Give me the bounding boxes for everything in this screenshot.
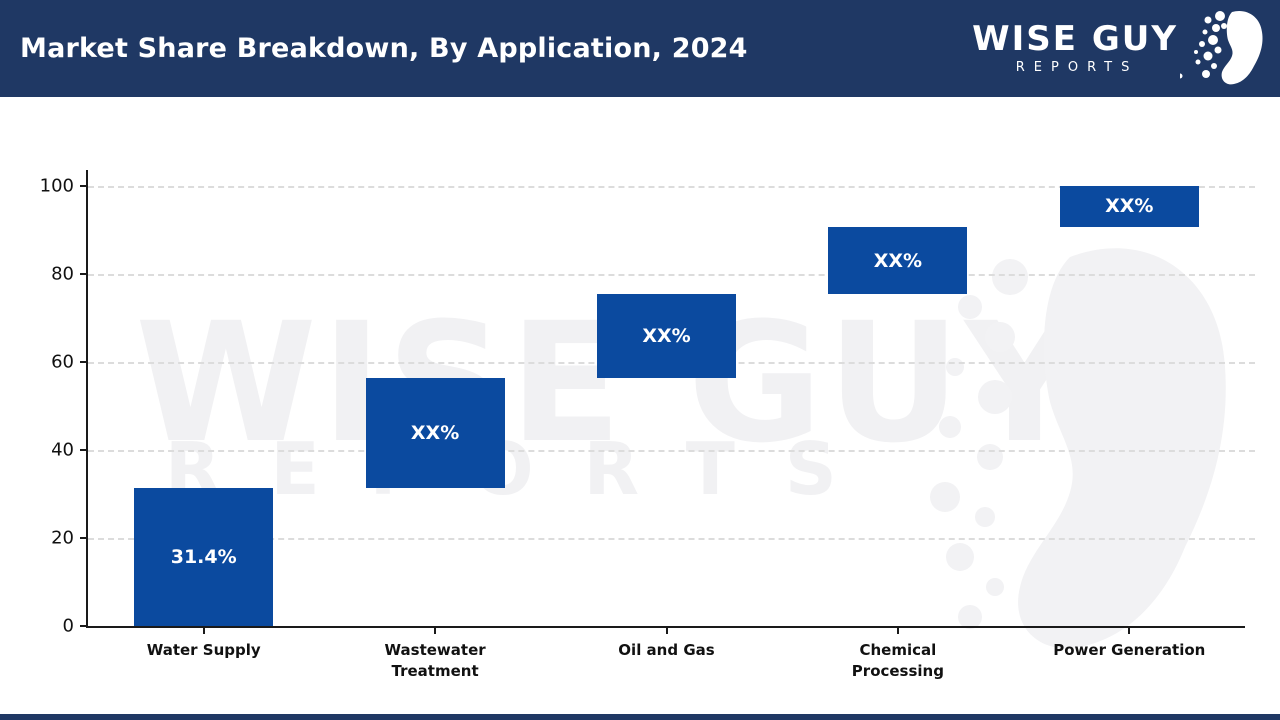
gridline-80 xyxy=(88,274,1255,276)
bar-value-label: XX% xyxy=(410,421,460,444)
logo-face-icon xyxy=(1177,4,1266,94)
bar-value-label: XX% xyxy=(873,249,923,272)
x-category-label: Chemical Processing xyxy=(851,641,944,680)
y-tick-label: 20 xyxy=(51,527,74,549)
x-axis-tick xyxy=(434,626,437,634)
x-category-label: Water Supply xyxy=(146,641,261,659)
y-tick-label: 40 xyxy=(51,439,74,461)
bar-power-generation: XX% xyxy=(1059,186,1199,227)
gridline-40 xyxy=(88,450,1255,452)
footer-bar xyxy=(0,714,1280,720)
x-category-label: Wastewater Treatment xyxy=(384,641,486,680)
y-axis-tick xyxy=(80,185,88,187)
gridline-20 xyxy=(88,538,1255,540)
y-axis-tick xyxy=(80,449,88,451)
y-tick-label: 60 xyxy=(51,351,74,373)
x-category-label: Power Generation xyxy=(1053,641,1206,659)
logo-wordmark: WISE GUY xyxy=(972,19,1178,59)
x-category-label: Oil and Gas xyxy=(618,641,715,659)
gridline-100 xyxy=(88,186,1255,188)
bar-value-label: 31.4% xyxy=(170,545,237,568)
wise-guy-logo: WISE GUY REPORTS xyxy=(972,4,1280,94)
y-axis-tick xyxy=(80,625,88,627)
y-axis-tick xyxy=(80,361,88,363)
watermark-subtitle: REPORTS xyxy=(165,427,887,511)
y-axis-tick xyxy=(80,273,88,275)
bar-water-supply: 31.4% xyxy=(134,487,274,626)
chart-canvas: WISE GUY REPORTS 0 20 40 60 80 100 31.4% Water … xyxy=(0,97,1280,714)
header-bar: Market Share Breakdown, By Application, … xyxy=(0,0,1280,97)
y-tick-label: 100 xyxy=(39,175,74,197)
bar-value-label: XX% xyxy=(1105,195,1154,218)
logo-subtitle: REPORTS xyxy=(1015,60,1139,75)
y-tick-label: 80 xyxy=(51,263,74,285)
bar-chemical-processing: XX% xyxy=(828,226,968,295)
y-tick-label: 0 xyxy=(62,615,74,637)
bar-oil-and-gas: XX% xyxy=(597,294,736,378)
y-axis-line xyxy=(86,170,88,628)
bar-value-label: XX% xyxy=(642,325,691,348)
logo-text: WISE GUY REPORTS xyxy=(972,22,1178,75)
y-axis-tick xyxy=(80,537,88,539)
x-axis-tick xyxy=(1128,626,1131,634)
x-axis-tick xyxy=(665,626,668,634)
x-axis-line xyxy=(86,626,1245,628)
x-axis-tick xyxy=(202,626,205,634)
bar-wastewater-treatment: XX% xyxy=(365,377,505,488)
x-axis-tick xyxy=(896,626,899,634)
page-title: Market Share Breakdown, By Application, … xyxy=(20,33,748,64)
